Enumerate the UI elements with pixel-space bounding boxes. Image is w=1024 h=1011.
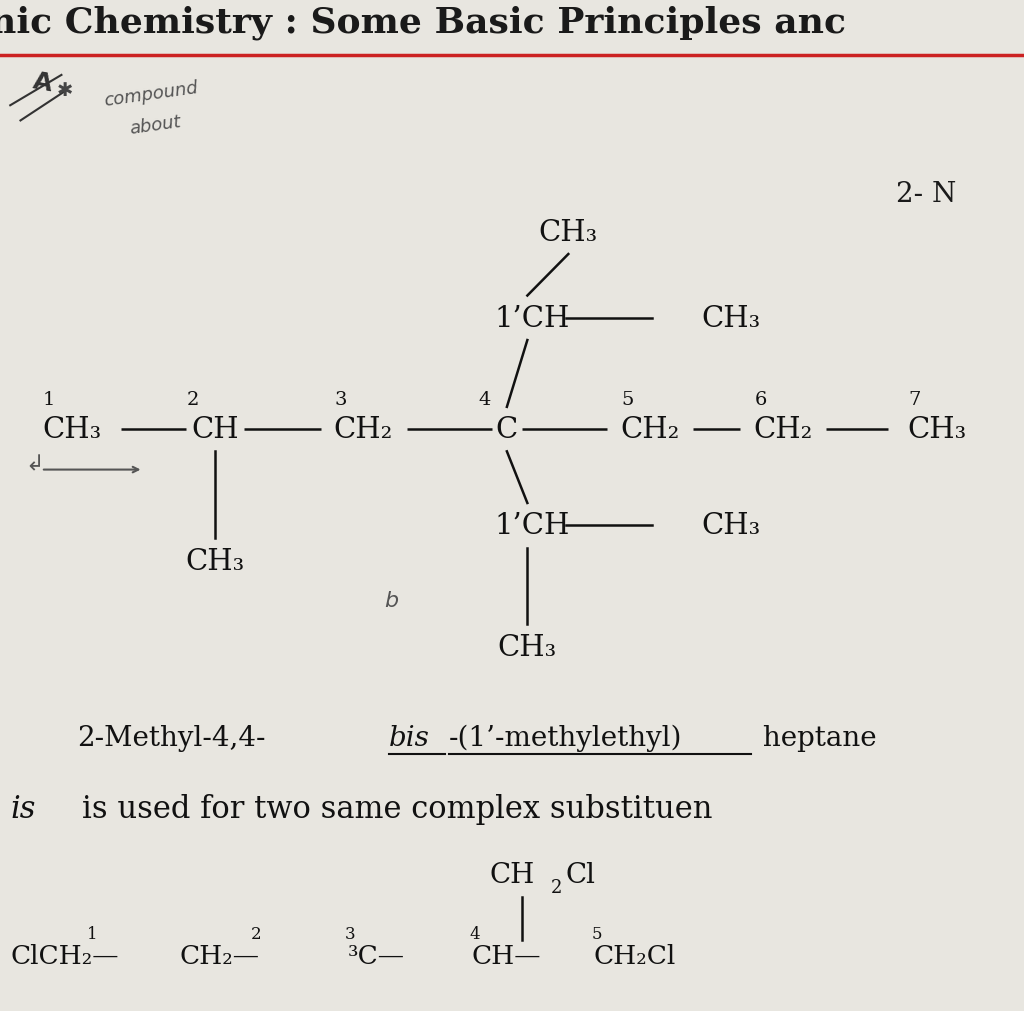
Text: 2: 2 [186, 390, 199, 408]
Text: 2-Methyl-4,4-: 2-Methyl-4,4- [77, 725, 265, 751]
Text: 3: 3 [335, 390, 347, 408]
Text: 1: 1 [87, 925, 97, 941]
Text: CH₃: CH₃ [701, 512, 761, 540]
Text: compound: compound [102, 79, 199, 110]
Text: CH₂: CH₂ [621, 416, 680, 444]
Text: CH₂: CH₂ [754, 416, 813, 444]
Text: 5: 5 [622, 390, 634, 408]
Text: A: A [31, 69, 54, 96]
Text: CH₂—: CH₂— [179, 943, 259, 968]
Text: CH: CH [191, 416, 239, 444]
Text: 6: 6 [755, 390, 767, 408]
Text: 7: 7 [908, 390, 921, 408]
Text: 5: 5 [592, 925, 602, 941]
Text: CH: CH [489, 861, 535, 888]
Text: 2: 2 [251, 925, 261, 941]
Text: ³C—: ³C— [348, 943, 406, 968]
Text: CH₃: CH₃ [185, 547, 245, 575]
Text: CH—: CH— [471, 943, 541, 968]
Text: b: b [384, 590, 398, 611]
Text: 4: 4 [469, 925, 479, 941]
Text: CH₃: CH₃ [498, 633, 557, 661]
Text: CH₂Cl: CH₂Cl [594, 943, 676, 968]
Text: 1: 1 [43, 390, 55, 408]
Text: CH₃: CH₃ [907, 416, 967, 444]
Text: 2: 2 [551, 878, 562, 896]
Text: 4: 4 [478, 390, 490, 408]
Text: CH₃: CH₃ [539, 218, 598, 247]
Text: ✱: ✱ [56, 81, 73, 100]
Text: heptane: heptane [754, 725, 877, 751]
Text: bis: bis [389, 725, 430, 751]
Text: CH₂: CH₂ [334, 416, 393, 444]
Text: C: C [496, 416, 518, 444]
Text: -(1’-methylethyl): -(1’-methylethyl) [449, 724, 682, 752]
Text: 3: 3 [345, 925, 355, 941]
Text: ↲: ↲ [26, 454, 44, 474]
Text: Cl: Cl [565, 861, 595, 888]
Text: 2- N: 2- N [896, 181, 956, 208]
Text: CH₃: CH₃ [701, 304, 761, 333]
Text: ClCH₂—: ClCH₂— [10, 943, 119, 968]
Text: is used for two same complex substituen: is used for two same complex substituen [82, 794, 713, 824]
Text: about: about [128, 112, 181, 137]
Text: nic Chemistry : Some Basic Principles anc: nic Chemistry : Some Basic Principles an… [0, 5, 846, 39]
Text: 1’CH: 1’CH [495, 512, 570, 540]
Text: is: is [10, 794, 36, 824]
Text: 1’CH: 1’CH [495, 304, 570, 333]
Text: CH₃: CH₃ [42, 416, 101, 444]
